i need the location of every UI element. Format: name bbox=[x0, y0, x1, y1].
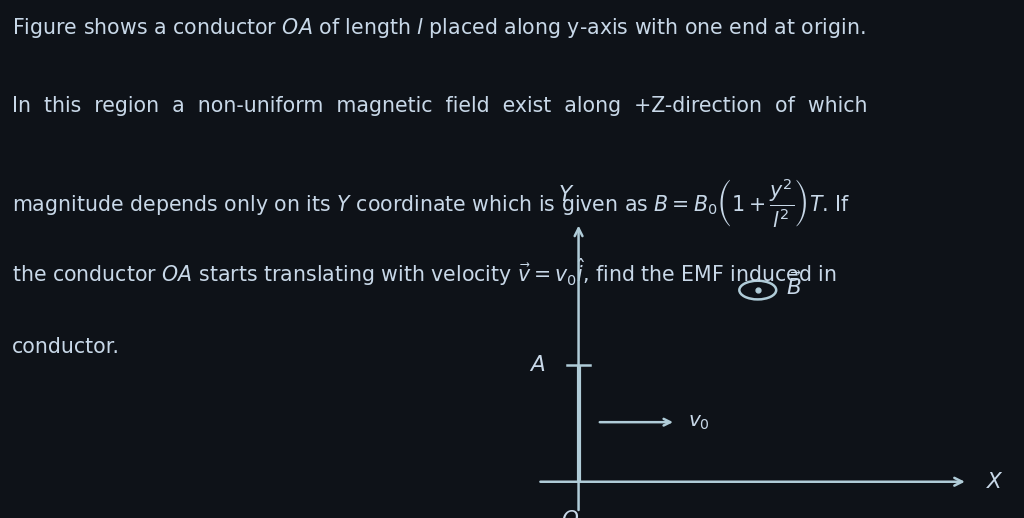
Text: In  this  region  a  non-uniform  magnetic  field  exist  along  +Z-direction  o: In this region a non-uniform magnetic fi… bbox=[12, 96, 867, 116]
Text: $\vec{B}$: $\vec{B}$ bbox=[786, 272, 803, 299]
Text: magnitude depends only on its $Y$ coordinate which is given as $B = B_0\left(1 +: magnitude depends only on its $Y$ coordi… bbox=[12, 176, 851, 230]
Text: Figure shows a conductor $OA$ of length $l$ placed along y-axis with one end at : Figure shows a conductor $OA$ of length … bbox=[12, 16, 866, 39]
Text: $v_0$: $v_0$ bbox=[688, 413, 710, 431]
Text: $O$: $O$ bbox=[561, 510, 580, 518]
Text: $Y$: $Y$ bbox=[558, 184, 574, 205]
Text: conductor.: conductor. bbox=[12, 337, 120, 357]
Text: $A$: $A$ bbox=[529, 355, 546, 375]
Text: $X$: $X$ bbox=[986, 472, 1005, 492]
Text: the conductor $OA$ starts translating with velocity $\vec{v} = v_0\hat{i}$, find: the conductor $OA$ starts translating wi… bbox=[12, 256, 837, 288]
